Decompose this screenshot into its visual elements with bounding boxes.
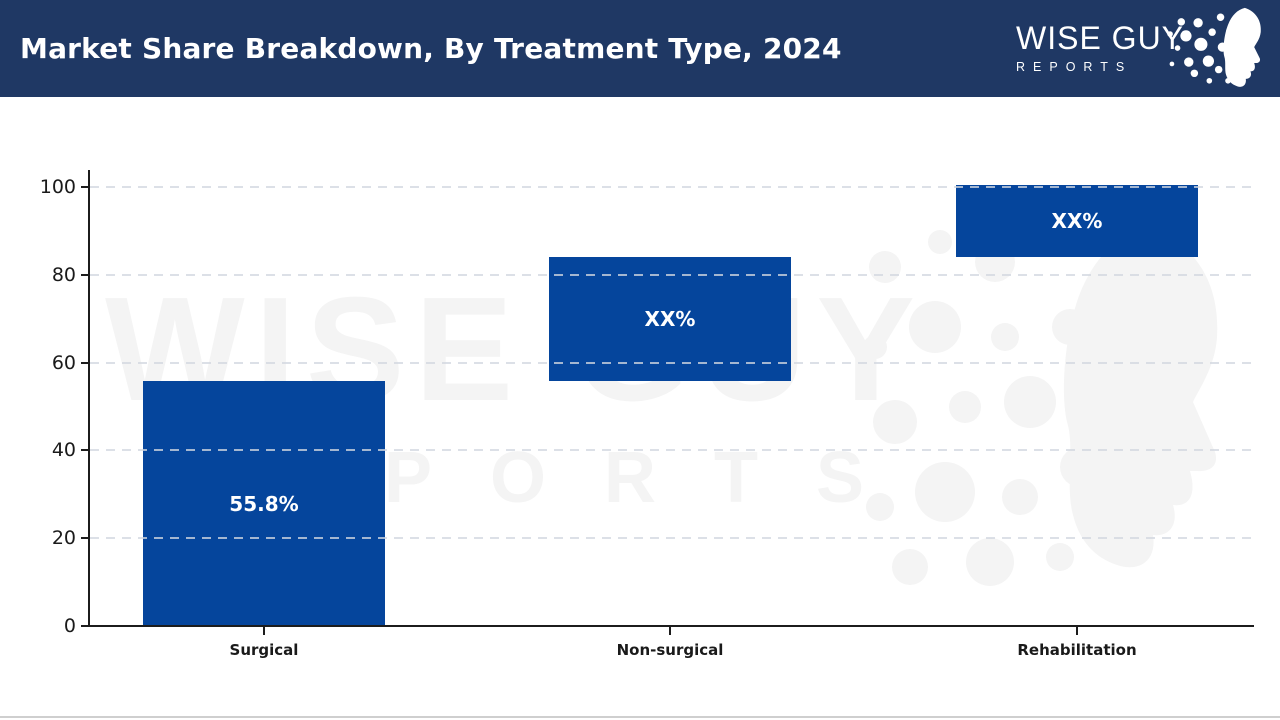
y-tick-mark xyxy=(81,537,89,540)
bar-value-label: XX% xyxy=(1051,209,1103,233)
logo-text: WISE GUY REPORTS xyxy=(1016,20,1196,74)
x-axis-label-non-surgical: Non-surgical xyxy=(616,641,724,659)
bar-rehabilitation: XX% xyxy=(956,184,1198,258)
y-tick-label: 40 xyxy=(51,439,76,462)
y-tick-label: 100 xyxy=(39,176,76,198)
bar-surgical: 55.8% xyxy=(143,381,385,626)
y-tick-mark xyxy=(81,625,89,627)
bar-value-label: XX% xyxy=(644,307,696,332)
y-tick-mark xyxy=(81,273,89,276)
page-title: Market Share Breakdown, By Treatment Typ… xyxy=(20,32,842,65)
y-tick-label: 0 xyxy=(63,615,76,637)
bottom-border-line xyxy=(0,716,1280,718)
y-tick-mark xyxy=(81,449,89,452)
y-tick-mark xyxy=(81,361,89,364)
x-axis-label-surgical: Surgical xyxy=(229,641,299,659)
bar-value-label: 55.8% xyxy=(229,491,299,516)
chart: WISE GUY REPORTS 0 20 40 60 80 100 Surgical Non… xyxy=(0,97,1280,720)
x-axis-label-rehabilitation: Rehabilitation xyxy=(1017,641,1137,659)
logo-reports-text: REPORTS xyxy=(1016,60,1133,74)
y-axis-spine xyxy=(88,170,90,627)
y-tick-label: 60 xyxy=(51,351,76,374)
face-profile-icon xyxy=(1167,7,1261,87)
header-bar: Market Share Breakdown, By Treatment Typ… xyxy=(0,0,1280,97)
x-tick-mark xyxy=(1076,627,1078,635)
watermark-face-dots xyxy=(863,227,1218,586)
wise-guy-reports-logo: WISE GUY REPORTS xyxy=(1016,6,1266,92)
y-tick-mark xyxy=(81,186,89,188)
x-axis-spine xyxy=(88,625,1254,627)
y-tick-label: 80 xyxy=(51,263,76,286)
y-tick-label: 20 xyxy=(51,527,76,550)
x-tick-mark xyxy=(669,627,671,635)
x-tick-mark xyxy=(263,627,265,635)
bar-non-surgical: XX% xyxy=(549,257,791,382)
logo-wiseguy-text: WISE GUY xyxy=(1016,20,1185,56)
